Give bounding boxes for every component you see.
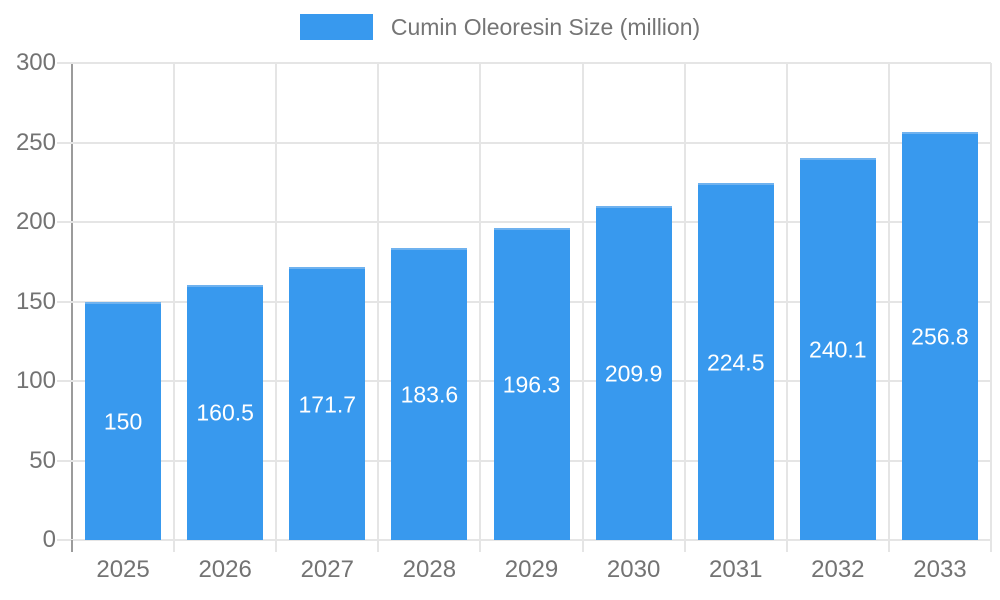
y-tick-label: 0 <box>42 526 56 553</box>
bar-value-label: 256.8 <box>911 323 969 350</box>
x-tick-label: 2030 <box>606 556 661 583</box>
bar[interactable]: 224.5 <box>697 183 774 540</box>
bar-value-label: 240.1 <box>809 336 867 363</box>
bar[interactable]: 256.8 <box>901 131 978 540</box>
bar-value-label: 196.3 <box>502 371 561 398</box>
v-gridline <box>377 63 380 540</box>
x-axis-tick <box>173 540 176 552</box>
v-gridline <box>683 63 686 540</box>
x-axis-tick <box>581 540 584 552</box>
v-gridline <box>275 63 278 540</box>
bar[interactable]: 209.9 <box>595 206 672 540</box>
v-gridline <box>990 63 992 540</box>
x-tick-label: 2027 <box>300 556 354 583</box>
x-axis-tick <box>785 540 788 552</box>
h-gridline <box>72 141 991 144</box>
bar-value-label: 150 <box>103 408 143 435</box>
bar-value-label: 224.5 <box>706 349 765 376</box>
y-tick-label: 200 <box>15 208 56 236</box>
y-tick-label: 300 <box>15 49 56 76</box>
plot-area: 150 160.5 171.7 183.6 196.3 209.9 224.5 240.1 25… <box>57 62 992 552</box>
x-axis-labels: 2025 2026 2027 2028 2029 2030 2031 2032 2033 <box>72 556 991 588</box>
chart-legend[interactable]: Cumin Oleoresin Size (million) <box>0 14 1000 40</box>
y-axis-tick <box>57 300 72 303</box>
bar-value-label: 183.6 <box>400 381 459 408</box>
h-gridline <box>72 62 991 64</box>
y-tick-label: 100 <box>15 367 56 395</box>
x-axis-tick <box>275 540 278 552</box>
y-axis-tick <box>57 221 72 224</box>
y-tick-label: 250 <box>15 128 56 156</box>
x-tick-label: 2031 <box>709 556 763 583</box>
legend-label: Cumin Oleoresin Size (million) <box>390 14 701 40</box>
bar[interactable]: 183.6 <box>391 248 468 540</box>
v-gridline <box>785 63 788 540</box>
y-axis-tick <box>57 380 72 383</box>
x-axis-tick <box>990 540 992 552</box>
x-tick-label: 2028 <box>402 556 457 583</box>
v-gridline <box>581 63 584 540</box>
x-tick-label: 2029 <box>504 556 559 583</box>
x-tick-label: 2033 <box>913 556 967 583</box>
bar-value-label: 160.5 <box>196 399 254 426</box>
y-axis-tick <box>57 539 72 541</box>
h-gridline <box>72 221 991 224</box>
y-axis-tick <box>57 141 72 144</box>
v-gridline <box>479 63 482 540</box>
legend-swatch <box>299 14 373 40</box>
bar-value-label: 171.7 <box>298 391 357 417</box>
v-gridline <box>887 63 890 540</box>
bar[interactable]: 160.5 <box>187 284 264 540</box>
bar[interactable]: 150 <box>85 301 162 540</box>
x-axis-tick <box>479 540 482 552</box>
y-axis-tick <box>57 62 72 64</box>
x-tick-label: 2025 <box>96 556 150 583</box>
y-axis-labels: 0 50 100 150 200 250 300 <box>0 51 56 552</box>
h-gridline <box>72 539 991 541</box>
x-tick-label: 2026 <box>198 556 252 583</box>
y-axis-tick <box>57 459 72 462</box>
x-axis-tick <box>377 540 380 552</box>
bar[interactable]: 196.3 <box>493 227 570 540</box>
y-tick-label: 50 <box>29 446 56 474</box>
y-axis-line <box>71 63 73 552</box>
x-tick-label: 2032 <box>811 556 865 583</box>
x-axis-tick <box>71 540 73 552</box>
bar[interactable]: 240.1 <box>799 158 876 540</box>
x-axis-tick <box>887 540 890 552</box>
x-axis-tick <box>683 540 686 552</box>
bar-value-label: 209.9 <box>604 360 663 387</box>
bar[interactable]: 171.7 <box>289 267 366 540</box>
v-gridline <box>173 63 176 540</box>
y-tick-label: 150 <box>15 287 56 315</box>
